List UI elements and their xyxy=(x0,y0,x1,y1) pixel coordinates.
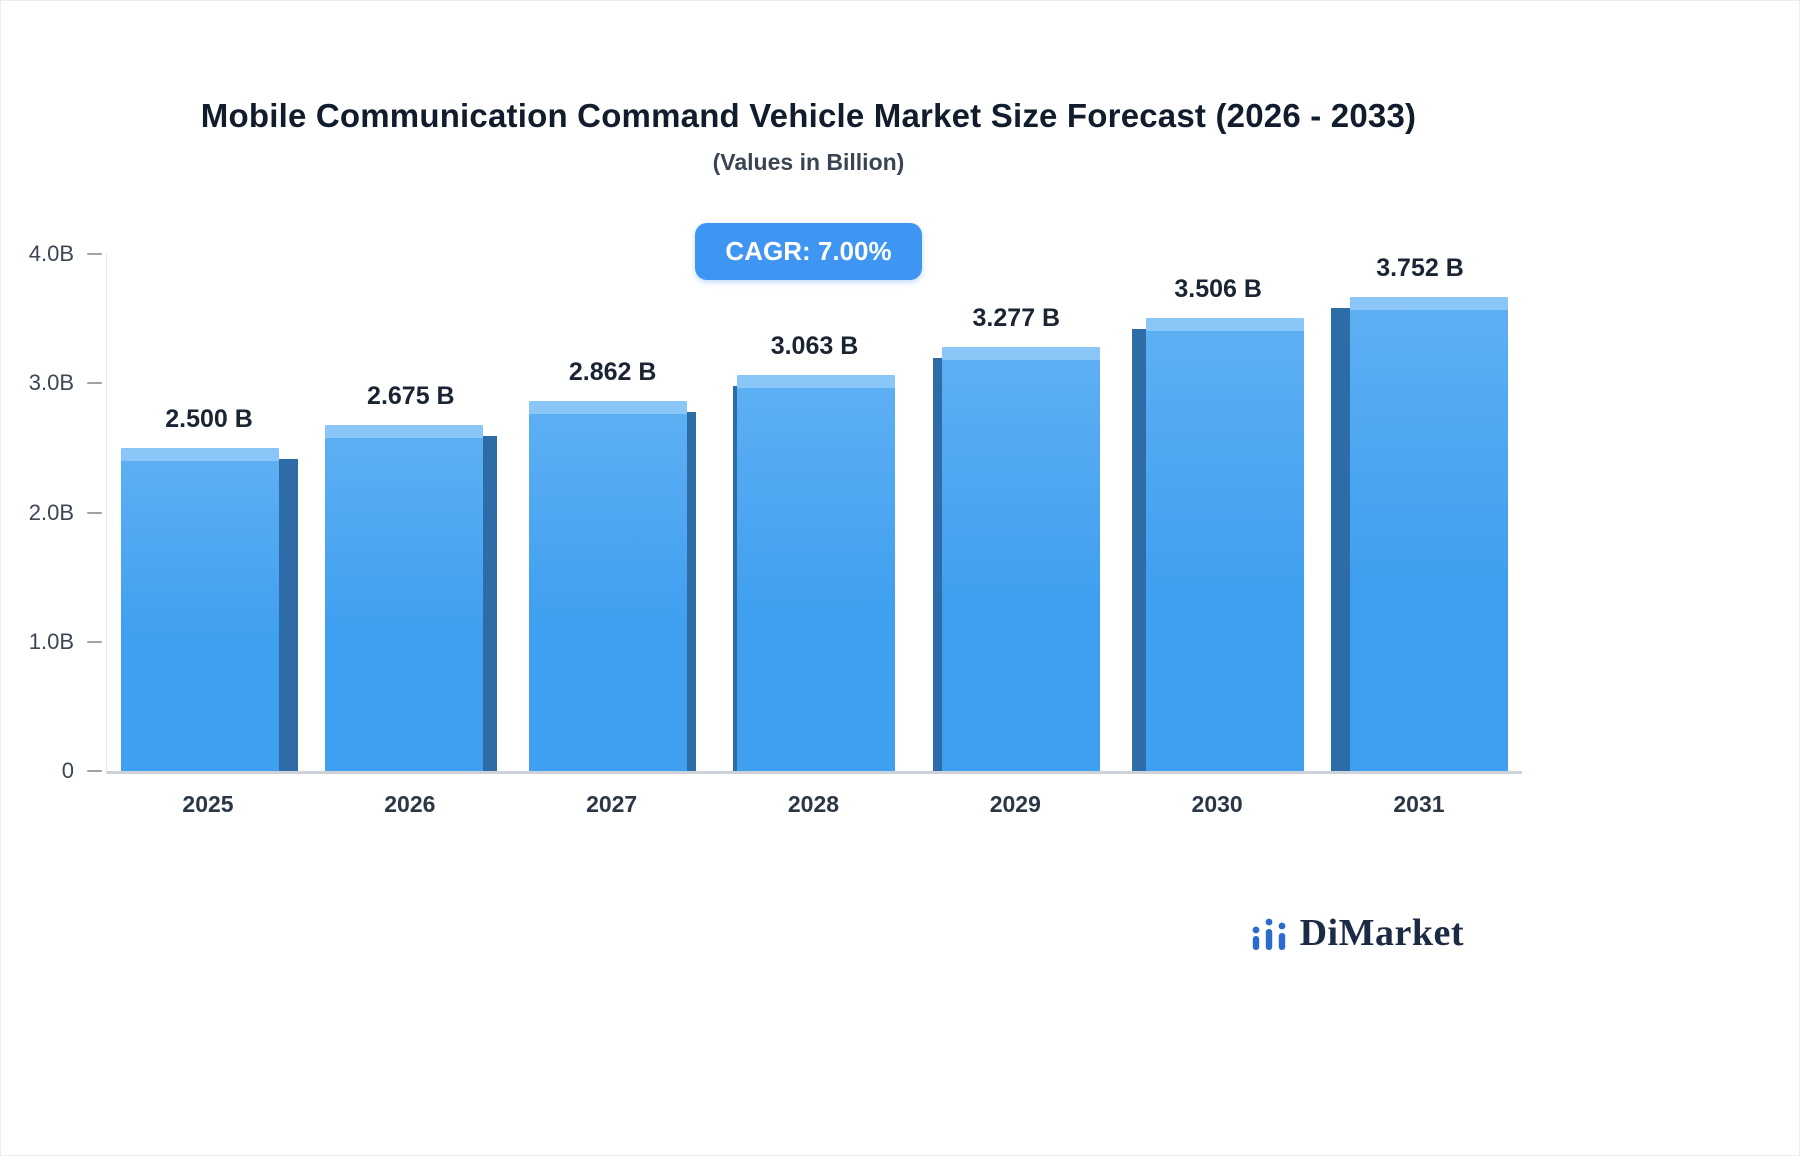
bar-side-face xyxy=(733,386,738,771)
x-axis-label: 2029 xyxy=(989,791,1041,817)
bar xyxy=(529,401,697,771)
y-tick-label: 0 xyxy=(61,758,74,783)
bar xyxy=(1331,297,1509,771)
bar-value-label: 2.500 B xyxy=(165,405,253,433)
cagr-badge-band: CAGR: 7.00% xyxy=(1,223,1616,280)
x-axis-label: 2028 xyxy=(787,791,840,817)
bar-value-label: 3.506 B xyxy=(1174,275,1262,303)
x-axis-label: 2030 xyxy=(1191,791,1243,817)
bar xyxy=(932,347,1100,771)
bar-value-label: 3.752 B xyxy=(1376,254,1464,282)
bar-front-face xyxy=(737,375,896,771)
bar-side-face xyxy=(1132,329,1147,771)
bar-group: 3.506 B xyxy=(1122,254,1314,771)
plot-area: 2.500 B 2.675 B 2.862 B 3.063 B 3.277 B 3.506… xyxy=(106,254,1522,774)
bar xyxy=(1132,318,1305,771)
bar-top-face xyxy=(1350,297,1509,310)
bar-top-face xyxy=(941,347,1100,360)
y-tick-label: 1.0B xyxy=(28,628,74,654)
bar xyxy=(324,425,497,771)
bar-top-face xyxy=(737,375,896,388)
bar-group: 2.862 B xyxy=(517,254,709,771)
chart-subtitle: (Values in Billion) xyxy=(712,149,905,175)
bar-value-label: 3.277 B xyxy=(972,304,1061,332)
x-axis-label: 2031 xyxy=(1393,791,1445,817)
y-tick-mark xyxy=(87,253,102,255)
y-tick-label: 2.0B xyxy=(28,499,74,525)
bar-top-face xyxy=(529,401,688,414)
x-axis-label: 2025 xyxy=(182,791,234,817)
bar-top-face xyxy=(324,425,483,438)
bar-front-face xyxy=(324,425,483,771)
bar-group: 2.675 B xyxy=(315,254,507,771)
brand-logo-text: DiMarket xyxy=(1299,912,1464,954)
bar-group: 3.063 B xyxy=(718,254,910,771)
chart-title: Mobile Communication Command Vehicle Mar… xyxy=(200,97,1417,134)
bar-front-face xyxy=(529,401,688,771)
y-axis: 0 1.0B 2.0B 3.0B 4.0B xyxy=(1,241,106,783)
bar-value-label: 3.063 B xyxy=(770,332,859,360)
x-axis-labels: 2025 2026 2027 2028 2029 2030 2031 xyxy=(106,791,1521,818)
bar-side-face xyxy=(1331,308,1351,771)
bar-group: 2.500 B xyxy=(113,254,305,771)
bar xyxy=(120,448,298,771)
y-tick-mark xyxy=(87,770,102,772)
cagr-badge: CAGR: 7.00% xyxy=(695,223,922,280)
bar-side-face xyxy=(482,436,497,771)
bar-value-label: 2.862 B xyxy=(568,358,657,386)
bar-front-face xyxy=(120,448,279,771)
bar-front-face xyxy=(1146,318,1305,771)
bar-value-label: 2.675 B xyxy=(367,382,455,410)
bar-group: 3.752 B xyxy=(1324,254,1516,771)
bar-top-face xyxy=(120,448,279,461)
bar-side-face xyxy=(278,459,298,771)
bar-side-face xyxy=(932,358,942,771)
y-tick-mark xyxy=(87,640,102,643)
bar-front-face xyxy=(941,347,1100,771)
y-tick-mark xyxy=(87,382,102,385)
bars-row: 2.500 B 2.675 B 2.862 B 3.063 B 3.277 B 3.506… xyxy=(107,254,1522,771)
y-tick-label: 3.0B xyxy=(28,370,74,396)
y-tick-label: 4.0B xyxy=(28,241,74,266)
bar-chart-logo-icon xyxy=(1252,918,1286,950)
bar-group: 3.277 B xyxy=(920,254,1112,771)
y-tick-mark xyxy=(87,511,102,514)
bar xyxy=(733,375,896,771)
brand-logo: DiMarket xyxy=(1248,911,1464,955)
bar-side-face xyxy=(687,412,697,771)
x-axis-label: 2027 xyxy=(586,791,638,817)
bar-front-face xyxy=(1350,297,1509,771)
bar-top-face xyxy=(1146,318,1305,331)
x-axis-label: 2026 xyxy=(384,791,436,817)
